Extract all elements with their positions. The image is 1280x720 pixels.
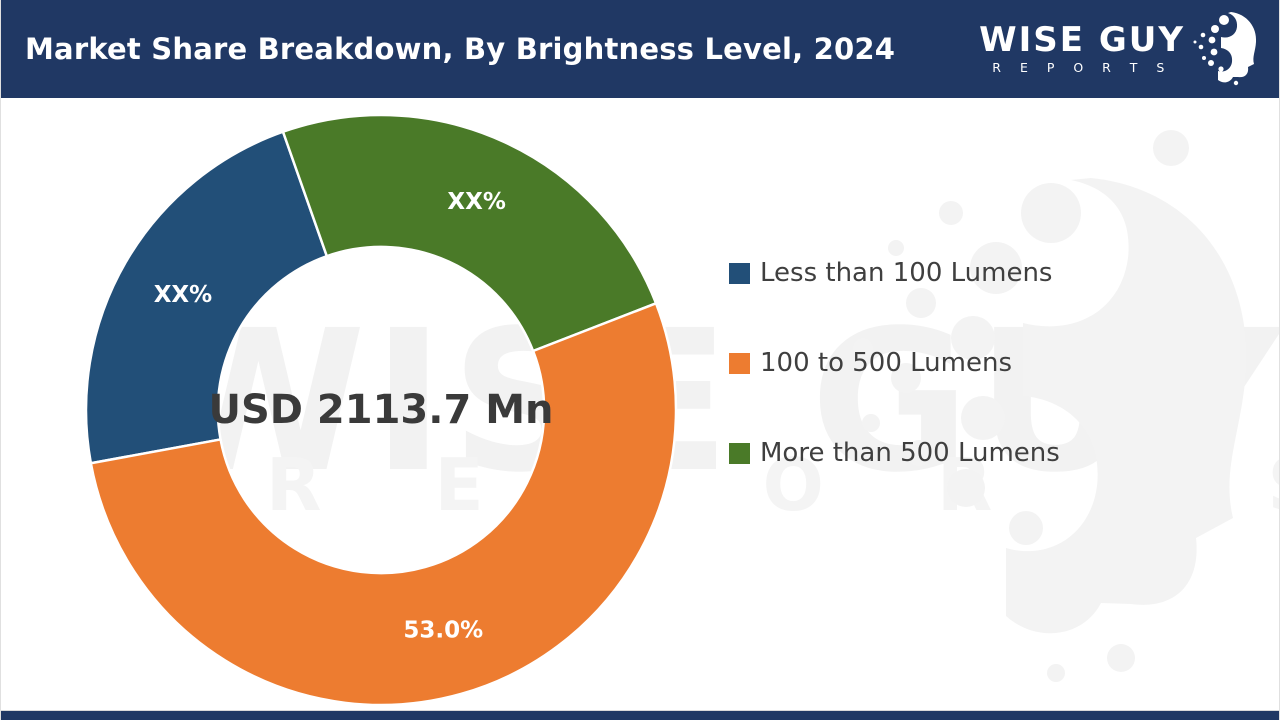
logo-wordmark: WISE GUY R E P O R T S [979, 23, 1185, 75]
donut-slice [89, 302, 678, 707]
legend-item-less-than-100: Less than 100 Lumens [729, 258, 1060, 289]
logo-subtitle: R E P O R T S [992, 60, 1172, 76]
slice-percent-label: XX% [447, 189, 506, 215]
slice-percent-label: XX% [154, 282, 213, 308]
legend-label: 100 to 500 Lumens [760, 348, 1013, 378]
legend-swatch-green [729, 443, 750, 464]
footer-bar [1, 710, 1279, 720]
legend-label: Less than 100 Lumens [760, 258, 1053, 288]
donut-slice [281, 113, 658, 353]
slice-percent-label: 53.0% [403, 617, 483, 643]
donut-slice [84, 130, 329, 465]
donut-center-value: USD 2113.7 Mn [209, 387, 554, 433]
legend-label: More than 500 Lumens [760, 438, 1060, 468]
header-bar: Market Share Breakdown, By Brightness Le… [1, 0, 1279, 98]
legend-item-more-than-500: More than 500 Lumens [729, 438, 1060, 469]
legend-item-100-to-500: 100 to 500 Lumens [729, 348, 1060, 379]
wiseguy-logo: WISE GUY R E P O R T S [979, 7, 1261, 91]
logo-face-icon [1193, 12, 1257, 86]
legend-swatch-orange [729, 353, 750, 374]
donut-chart: XX% XX% 53.0% USD 2113.7 Mn [84, 113, 678, 707]
page-title: Market Share Breakdown, By Brightness Le… [25, 32, 896, 66]
legend-swatch-blue [729, 263, 750, 284]
chart-area: WISE GUY R E P O R T S [1, 98, 1279, 710]
logo-title: WISE GUY [979, 20, 1185, 61]
legend: Less than 100 Lumens 100 to 500 Lumens M… [729, 258, 1060, 469]
